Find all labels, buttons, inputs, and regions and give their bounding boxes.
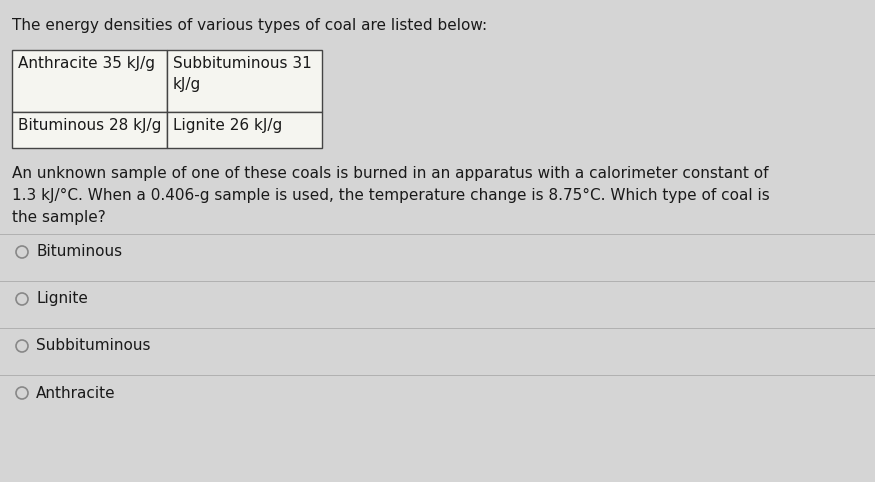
Text: Lignite 26 kJ/g: Lignite 26 kJ/g bbox=[173, 118, 283, 133]
Text: The energy densities of various types of coal are listed below:: The energy densities of various types of… bbox=[12, 18, 487, 33]
Bar bbox=[12, 50, 167, 112]
Bar bbox=[167, 112, 322, 148]
Text: Bituminous: Bituminous bbox=[36, 244, 122, 259]
Text: Anthracite 35 kJ/g: Anthracite 35 kJ/g bbox=[18, 56, 155, 71]
Text: Bituminous 28 kJ/g: Bituminous 28 kJ/g bbox=[18, 118, 161, 133]
Text: Lignite: Lignite bbox=[36, 292, 88, 307]
Text: An unknown sample of one of these coals is burned in an apparatus with a calorim: An unknown sample of one of these coals … bbox=[12, 166, 770, 226]
Bar bbox=[12, 112, 167, 148]
Text: Subbituminous 31
kJ/g: Subbituminous 31 kJ/g bbox=[173, 56, 312, 92]
Text: Anthracite: Anthracite bbox=[36, 386, 116, 401]
Bar bbox=[167, 50, 322, 112]
Text: Subbituminous: Subbituminous bbox=[36, 338, 150, 353]
